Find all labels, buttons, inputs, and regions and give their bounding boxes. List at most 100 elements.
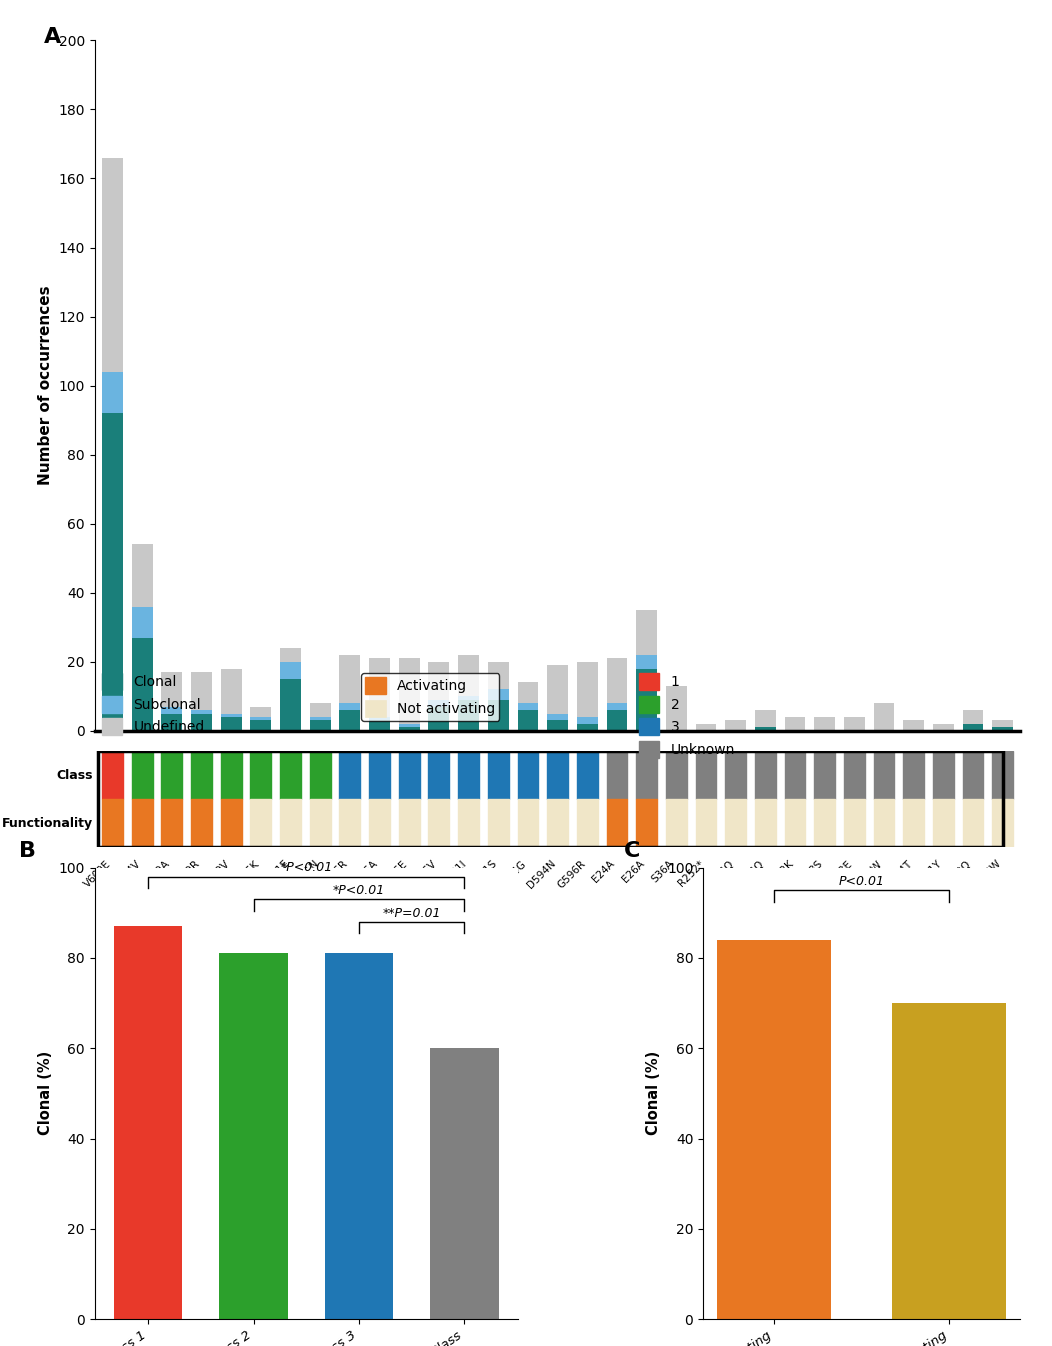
Bar (963, 711, 984, 724)
Text: G469R: G469R (169, 859, 202, 891)
Bar (518, 711, 539, 731)
Bar (132, 800, 153, 847)
Bar (369, 658, 390, 717)
Text: A: A (44, 27, 61, 47)
Bar (250, 707, 271, 717)
Bar (755, 800, 775, 847)
Bar (280, 751, 301, 800)
Bar (904, 720, 924, 731)
Bar (399, 658, 420, 724)
Bar (191, 800, 211, 847)
Bar (369, 800, 390, 847)
Bar (785, 800, 806, 847)
Bar (191, 711, 211, 713)
Bar (161, 672, 182, 707)
Text: C: C (624, 840, 640, 860)
Bar (695, 800, 716, 847)
Bar (873, 800, 894, 847)
Bar (428, 800, 449, 847)
Bar (102, 751, 123, 800)
Bar (717, 940, 831, 1319)
Text: E586K: E586K (230, 859, 261, 888)
Bar (636, 669, 656, 731)
Text: R444Q: R444Q (733, 859, 765, 891)
Text: G466R: G466R (318, 859, 350, 891)
Text: G469A: G469A (140, 859, 171, 891)
Bar (607, 800, 627, 847)
Bar (221, 800, 242, 847)
Bar (963, 800, 984, 847)
Bar (636, 751, 656, 800)
Text: L485W: L485W (851, 859, 884, 891)
Bar (399, 727, 420, 731)
Text: E26A: E26A (621, 859, 647, 884)
Text: N581I: N581I (440, 859, 468, 887)
Bar (459, 751, 479, 800)
Text: F468S: F468S (794, 859, 825, 888)
Bar (666, 800, 687, 847)
Bar (309, 717, 330, 720)
Text: R462K: R462K (764, 859, 795, 890)
Bar (607, 711, 627, 731)
Bar (369, 720, 390, 731)
Bar (518, 682, 539, 703)
Bar (459, 696, 479, 700)
Text: G466E: G466E (378, 859, 409, 890)
Bar (844, 717, 865, 731)
Bar (250, 751, 271, 800)
Text: N581S: N581S (467, 859, 499, 890)
Text: G469V: G469V (199, 859, 231, 891)
Bar (221, 717, 242, 731)
Text: P<0.01: P<0.01 (838, 875, 885, 888)
Bar (844, 751, 865, 800)
Bar (963, 724, 984, 731)
Text: K601N: K601N (289, 859, 320, 890)
Bar (992, 800, 1013, 847)
Bar (547, 713, 568, 720)
Bar (340, 656, 360, 703)
Bar (814, 800, 835, 847)
Bar (132, 544, 153, 607)
Bar (636, 800, 656, 847)
Text: B: B (19, 840, 36, 860)
Bar (250, 800, 271, 847)
Bar (488, 662, 508, 689)
Bar (340, 751, 360, 800)
Text: D594N: D594N (525, 859, 558, 891)
Bar (904, 751, 924, 800)
Bar (340, 703, 360, 711)
Bar (280, 800, 301, 847)
Bar (873, 703, 894, 731)
Text: Functionality: Functionality (2, 817, 94, 829)
Text: G466V: G466V (407, 859, 439, 891)
Bar (963, 751, 984, 800)
Bar (576, 751, 598, 800)
Bar (547, 665, 568, 713)
Text: G466A: G466A (347, 859, 380, 891)
Text: *P<0.01: *P<0.01 (280, 861, 332, 875)
Bar (636, 610, 656, 656)
Bar (488, 689, 508, 700)
Text: **P=0.01: **P=0.01 (383, 907, 441, 919)
Bar (102, 413, 123, 731)
Bar (430, 1049, 499, 1319)
Bar (102, 157, 123, 371)
Bar (892, 1003, 1006, 1319)
Text: V600E: V600E (82, 859, 113, 890)
Bar (428, 700, 449, 707)
Bar (428, 662, 449, 700)
Bar (992, 720, 1013, 727)
Bar (576, 717, 598, 724)
Bar (191, 751, 211, 800)
Bar (518, 751, 539, 800)
Text: S36A: S36A (650, 859, 676, 884)
Bar (933, 724, 954, 731)
Bar (191, 713, 211, 731)
Bar (933, 800, 954, 847)
Text: E24A: E24A (591, 859, 616, 884)
Bar (725, 800, 746, 847)
Y-axis label: Clonal (%): Clonal (%) (38, 1051, 53, 1136)
Bar (399, 800, 420, 847)
Text: R735W: R735W (969, 859, 1003, 892)
Bar (576, 662, 598, 717)
